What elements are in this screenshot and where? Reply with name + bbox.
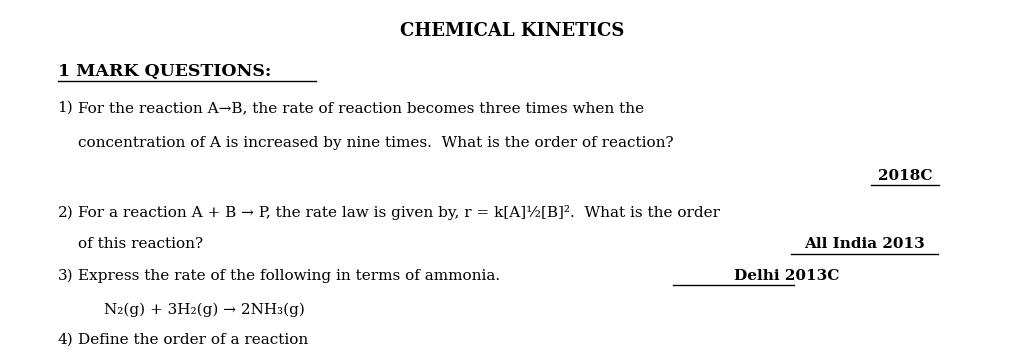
Text: All India 2013: All India 2013 <box>804 237 925 251</box>
Text: Delhi 2013C: Delhi 2013C <box>733 269 839 283</box>
Text: N₂(g) + 3H₂(g) → 2NH₃(g): N₂(g) + 3H₂(g) → 2NH₃(g) <box>103 302 304 316</box>
Text: CHEMICAL KINETICS: CHEMICAL KINETICS <box>399 22 625 40</box>
Text: of this reaction?: of this reaction? <box>78 237 203 251</box>
Text: For the reaction A→B, the rate of reaction becomes three times when the: For the reaction A→B, the rate of reacti… <box>78 101 644 115</box>
Text: 4): 4) <box>57 333 74 347</box>
Text: Express the rate of the following in terms of ammonia.: Express the rate of the following in ter… <box>78 269 500 283</box>
Text: 1 MARK QUESTIONS:: 1 MARK QUESTIONS: <box>57 63 271 80</box>
Text: 2): 2) <box>57 206 74 220</box>
Text: 1): 1) <box>57 101 74 115</box>
Text: concentration of A is increased by nine times.  What is the order of reaction?: concentration of A is increased by nine … <box>78 136 674 150</box>
Text: 3): 3) <box>57 269 73 283</box>
Text: Define the order of a reaction: Define the order of a reaction <box>78 333 308 347</box>
Text: 2018C: 2018C <box>878 169 933 183</box>
Text: For a reaction A + B → P, the rate law is given by, r = k[A]½[B]².  What is the : For a reaction A + B → P, the rate law i… <box>78 205 720 220</box>
